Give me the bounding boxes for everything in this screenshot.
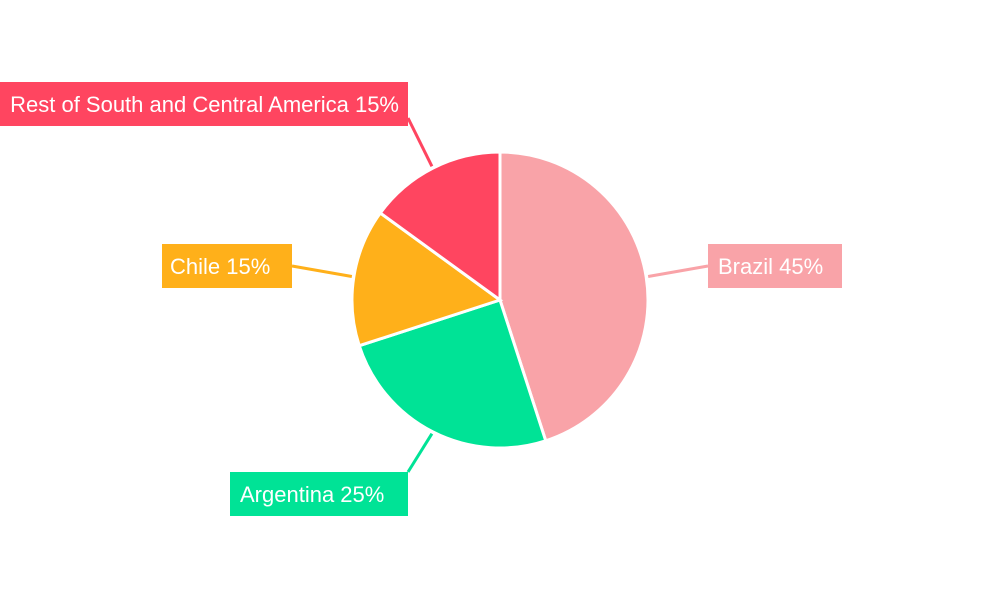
slice-labels: Brazil 45% Argentina 25% Chile 15% Rest of … (0, 82, 842, 516)
pie-slice-argentina[interactable] (357, 298, 548, 450)
label-box-chile (162, 244, 292, 288)
leader-lines (291, 117, 709, 473)
label-box-brazil (708, 244, 842, 288)
slice-label-rest-of-south-and-central-america: Rest of South and Central America 15% (10, 92, 399, 117)
leader-line-chile (291, 264, 353, 279)
slice-label-brazil: Brazil 45% (718, 254, 823, 279)
slice-label-argentina: Argentina 25% (240, 482, 384, 507)
pie-slices (350, 150, 650, 450)
leader-line-rest-of-south-and-central-america (406, 117, 434, 168)
leader-line-argentina (406, 432, 434, 473)
pie-slice-chile[interactable] (350, 210, 504, 348)
leader-line-brazil (647, 264, 709, 279)
pie-slice-brazil[interactable] (498, 150, 650, 443)
slice-label-chile: Chile 15% (170, 254, 270, 279)
pie-slice-rest-of-south-and-central-america[interactable] (378, 150, 502, 303)
label-box-rest-of-south-and-central-america (0, 82, 408, 126)
label-box-argentina (230, 472, 408, 516)
